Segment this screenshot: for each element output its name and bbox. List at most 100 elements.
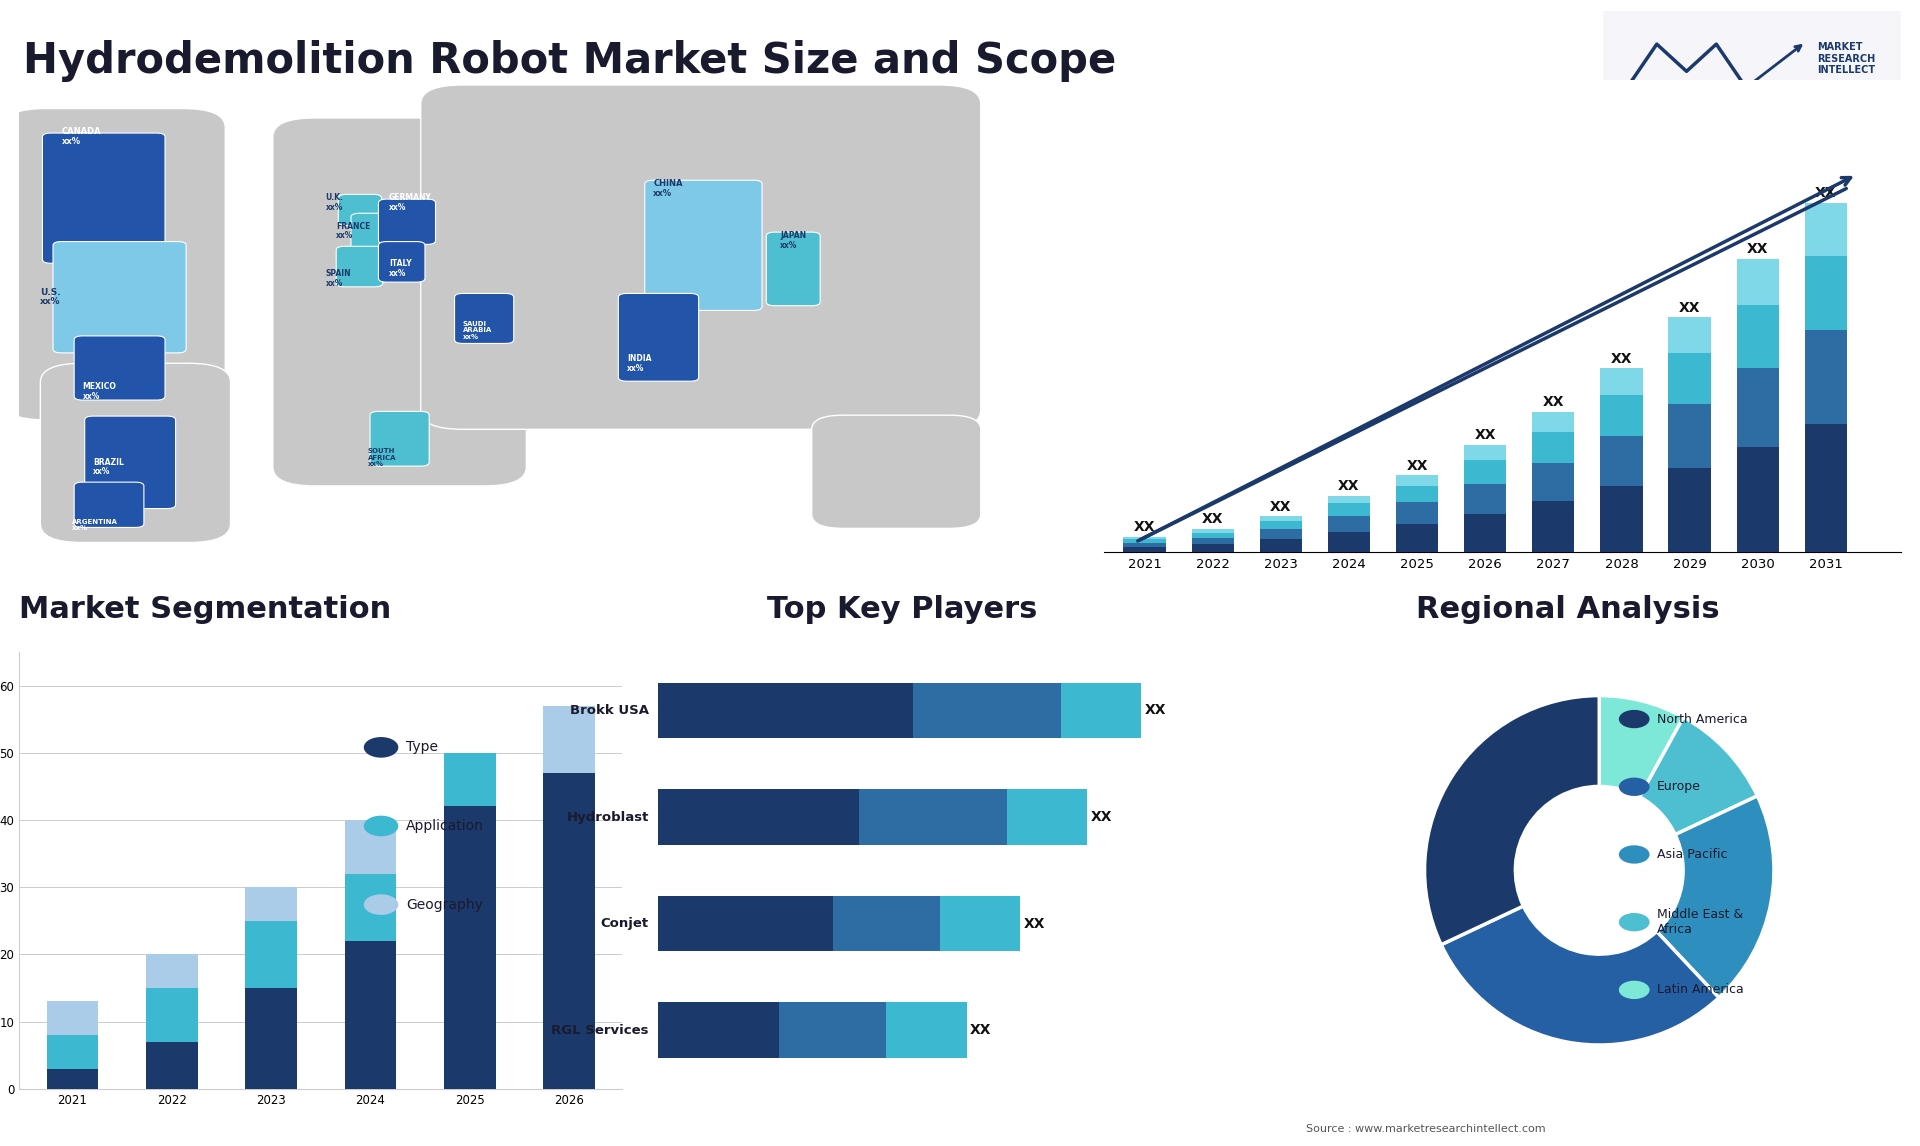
Wedge shape: [1442, 906, 1718, 1045]
FancyBboxPatch shape: [75, 482, 144, 527]
Bar: [1736, 259, 1778, 305]
Text: XX: XX: [1023, 917, 1044, 931]
Bar: [1668, 468, 1711, 552]
Text: SOUTH
AFRICA
xx%: SOUTH AFRICA xx%: [369, 448, 396, 468]
FancyBboxPatch shape: [766, 233, 820, 306]
Bar: [344, 819, 396, 873]
FancyBboxPatch shape: [812, 415, 981, 528]
Bar: [1805, 203, 1847, 256]
Bar: [1192, 533, 1235, 539]
Text: XX: XX: [1542, 395, 1565, 409]
Bar: [1396, 476, 1438, 486]
Bar: [1736, 447, 1778, 552]
Text: Europe: Europe: [1657, 780, 1701, 793]
Bar: [1192, 539, 1235, 544]
Text: U.S.
xx%: U.S. xx%: [40, 288, 61, 306]
Bar: [1601, 395, 1644, 435]
Text: North America: North America: [1657, 713, 1747, 725]
Bar: [444, 753, 495, 807]
Bar: [46, 1002, 98, 1035]
Bar: [1260, 529, 1302, 540]
Text: Top Key Players: Top Key Players: [766, 595, 1037, 623]
Text: U.K.
xx%: U.K. xx%: [326, 194, 344, 212]
Wedge shape: [1425, 696, 1599, 944]
Bar: [1465, 513, 1507, 552]
Text: ARGENTINA
xx%: ARGENTINA xx%: [73, 519, 117, 532]
FancyBboxPatch shape: [371, 411, 430, 466]
Text: XX: XX: [1269, 500, 1292, 513]
Bar: [146, 955, 198, 988]
Text: XX: XX: [1405, 458, 1428, 473]
Text: JAPAN
xx%: JAPAN xx%: [780, 231, 806, 250]
Text: MARKET
RESEARCH
INTELLECT: MARKET RESEARCH INTELLECT: [1818, 42, 1876, 76]
Bar: [543, 772, 595, 1089]
Text: Hydrodemolition Robot Market Size and Scope: Hydrodemolition Robot Market Size and Sc…: [23, 40, 1116, 83]
Bar: [914, 683, 1060, 738]
Bar: [1123, 543, 1165, 547]
Text: XX: XX: [1814, 186, 1837, 199]
Text: RGL Services: RGL Services: [551, 1023, 649, 1037]
Bar: [1260, 516, 1302, 521]
Text: XX: XX: [1678, 300, 1701, 315]
Bar: [659, 790, 860, 845]
Text: XX: XX: [1338, 479, 1359, 493]
Text: Hydroblast: Hydroblast: [566, 810, 649, 824]
Text: Asia Pacific: Asia Pacific: [1657, 848, 1728, 861]
Text: XX: XX: [1611, 352, 1632, 366]
Text: INDIA
xx%: INDIA xx%: [626, 354, 651, 372]
Bar: [344, 873, 396, 941]
Text: SPAIN
xx%: SPAIN xx%: [326, 269, 351, 288]
Bar: [1060, 683, 1140, 738]
Bar: [1805, 424, 1847, 552]
Text: XX: XX: [1144, 704, 1165, 717]
Bar: [887, 1003, 966, 1058]
FancyBboxPatch shape: [54, 242, 186, 353]
Bar: [1329, 516, 1371, 532]
Bar: [1396, 486, 1438, 502]
Bar: [246, 920, 298, 988]
Bar: [1532, 463, 1574, 501]
Bar: [1465, 484, 1507, 513]
FancyBboxPatch shape: [420, 85, 981, 430]
Bar: [1465, 445, 1507, 461]
Bar: [1805, 330, 1847, 424]
Bar: [246, 887, 298, 920]
Bar: [1601, 486, 1644, 552]
Text: MEXICO
xx%: MEXICO xx%: [83, 382, 117, 401]
Text: Brokk USA: Brokk USA: [570, 704, 649, 717]
Bar: [1736, 368, 1778, 447]
FancyBboxPatch shape: [40, 363, 230, 542]
Bar: [1123, 547, 1165, 552]
Bar: [444, 807, 495, 1089]
Text: CANADA
xx%: CANADA xx%: [61, 127, 102, 146]
Text: Application: Application: [405, 819, 484, 833]
Bar: [146, 1042, 198, 1089]
Bar: [1532, 501, 1574, 552]
Text: XX: XX: [1135, 520, 1156, 534]
Bar: [1396, 502, 1438, 524]
Text: FRANCE
xx%: FRANCE xx%: [336, 221, 371, 241]
Bar: [1601, 368, 1644, 395]
Bar: [1532, 432, 1574, 463]
Circle shape: [1515, 786, 1684, 955]
Bar: [1668, 405, 1711, 468]
FancyBboxPatch shape: [42, 133, 165, 264]
Text: XX: XX: [970, 1023, 991, 1037]
Text: BRAZIL
xx%: BRAZIL xx%: [94, 457, 125, 477]
FancyBboxPatch shape: [351, 213, 399, 253]
FancyBboxPatch shape: [336, 246, 382, 286]
Text: Middle East &
Africa: Middle East & Africa: [1657, 908, 1743, 936]
FancyBboxPatch shape: [4, 109, 225, 419]
Text: Source : www.marketresearchintellect.com: Source : www.marketresearchintellect.com: [1306, 1124, 1546, 1135]
FancyBboxPatch shape: [378, 242, 424, 282]
Bar: [344, 941, 396, 1089]
Bar: [833, 896, 941, 951]
Bar: [1329, 496, 1371, 503]
Bar: [246, 988, 298, 1089]
Text: XX: XX: [1475, 429, 1496, 442]
Bar: [1329, 532, 1371, 552]
Bar: [1532, 411, 1574, 432]
Bar: [1601, 435, 1644, 486]
Bar: [1260, 521, 1302, 529]
Text: Regional Analysis: Regional Analysis: [1415, 595, 1720, 623]
